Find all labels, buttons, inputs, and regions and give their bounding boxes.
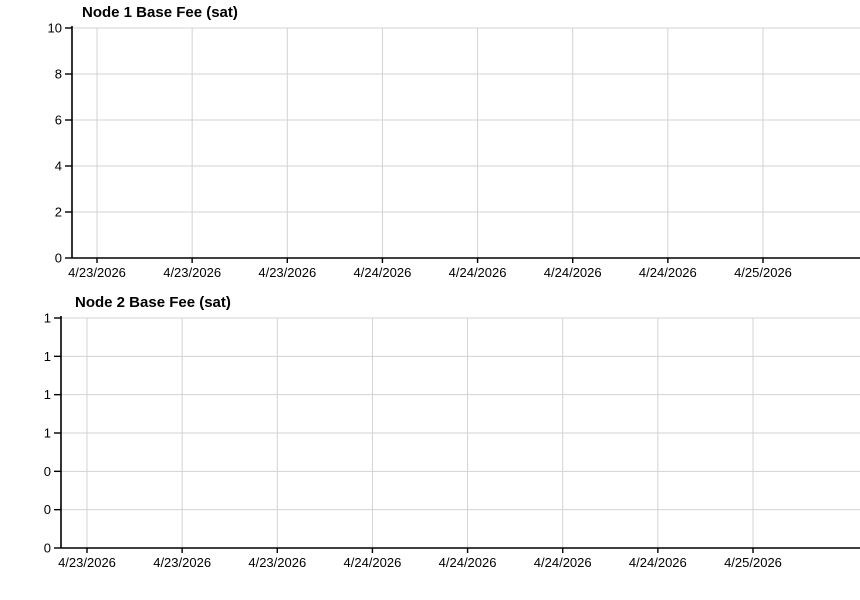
y-tick-label: 10 [48, 21, 62, 36]
y-tick-label: 1 [44, 311, 51, 326]
y-tick-label: 8 [55, 67, 62, 82]
x-tick-label: 4/23/2026 [248, 555, 306, 570]
x-tick-label: 4/24/2026 [544, 265, 602, 280]
y-tick-label: 4 [55, 159, 62, 174]
x-tick-label: 4/25/2026 [724, 555, 782, 570]
x-tick-label: 4/23/2026 [163, 265, 221, 280]
x-tick-label: 4/24/2026 [534, 555, 592, 570]
y-tick-label: 1 [44, 426, 51, 441]
y-tick-label: 0 [55, 251, 62, 266]
x-tick-label: 4/24/2026 [344, 555, 402, 570]
y-tick-label: 0 [44, 464, 51, 479]
y-tick-label: 0 [44, 502, 51, 517]
x-tick-label: 4/24/2026 [439, 555, 497, 570]
y-tick-label: 1 [44, 387, 51, 402]
x-tick-label: 4/24/2026 [449, 265, 507, 280]
y-tick-label: 6 [55, 113, 62, 128]
x-tick-label: 4/23/2026 [258, 265, 316, 280]
x-tick-label: 4/23/2026 [58, 555, 116, 570]
y-tick-label: 1 [44, 349, 51, 364]
y-tick-label: 0 [44, 541, 51, 556]
x-tick-label: 4/24/2026 [629, 555, 687, 570]
x-tick-label: 4/25/2026 [734, 265, 792, 280]
x-tick-label: 4/23/2026 [153, 555, 211, 570]
chart-title-node2-base-fee: Node 2 Base Fee (sat) [75, 294, 231, 311]
x-tick-label: 4/23/2026 [68, 265, 126, 280]
x-tick-label: 4/24/2026 [639, 265, 697, 280]
x-tick-label: 4/24/2026 [354, 265, 412, 280]
y-tick-label: 2 [55, 205, 62, 220]
chart-title-node1-base-fee: Node 1 Base Fee (sat) [82, 4, 238, 21]
